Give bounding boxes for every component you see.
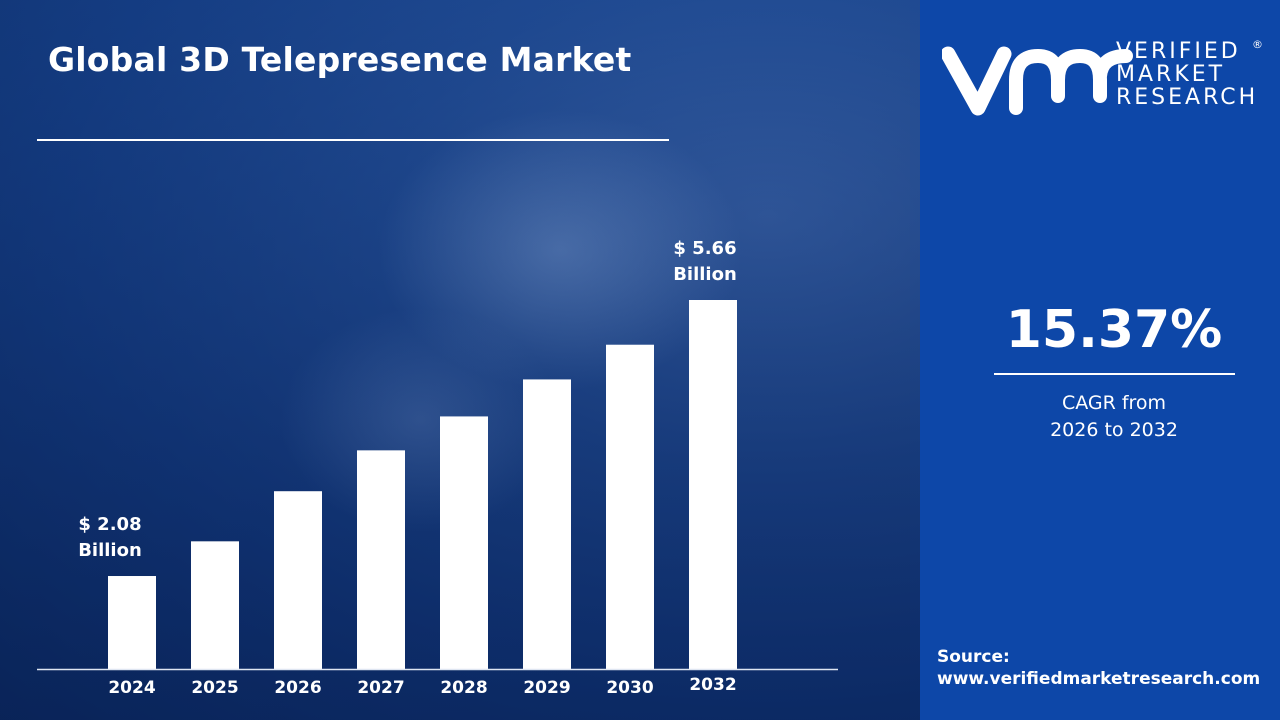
- bar-2026: [274, 491, 322, 669]
- x-tick-label: 2030: [606, 678, 653, 698]
- vmr-logo-icon: [942, 46, 1133, 116]
- bar-2029: [523, 379, 571, 669]
- data-label: Billion: [78, 540, 142, 561]
- data-label: Billion: [673, 264, 737, 285]
- x-tick-label: 2032: [689, 675, 736, 695]
- chart-title: Global 3D Telepresence Market: [48, 40, 632, 79]
- bar-2030: [606, 344, 654, 669]
- bar-2025: [191, 541, 239, 669]
- data-label: $ 5.66: [673, 238, 736, 259]
- cagr-divider: [994, 373, 1235, 375]
- source: Source: www.verifiedmarketresearch.com: [937, 646, 1260, 690]
- bar-2024: [108, 576, 156, 669]
- x-tick-label: 2029: [523, 678, 570, 698]
- bar-chart: 2024 2025 2026 2027 2028 2029 2030 2032 $ 2.08 B…: [37, 238, 838, 698]
- bar-2027: [357, 450, 405, 669]
- brand-line-research: RESEARCH: [1116, 85, 1259, 110]
- cagr-label: CAGR from 2026 to 2032: [994, 390, 1234, 444]
- cagr-label-line1: CAGR from: [1061, 392, 1167, 414]
- source-url[interactable]: www.verifiedmarketresearch.com: [937, 669, 1261, 689]
- x-tick-label: 2027: [357, 678, 404, 698]
- source-label: Source:: [937, 647, 1010, 667]
- data-label: $ 2.08: [78, 514, 141, 535]
- x-tick-label: 2024: [108, 678, 155, 698]
- right-panel: [920, 0, 1280, 720]
- brand-line-market: MARKET: [1116, 62, 1226, 87]
- cagr-value: 15.37%: [1005, 300, 1223, 360]
- x-tick-label: 2026: [274, 678, 321, 698]
- brand-line-verified: VERIFIED: [1116, 39, 1241, 64]
- x-tick-label: 2025: [191, 678, 238, 698]
- cagr-label-line2: 2026 to 2032: [1050, 419, 1178, 441]
- title-divider: [37, 139, 669, 141]
- bar-2028: [440, 416, 488, 669]
- registered-mark: ®: [1252, 38, 1263, 51]
- bar-2032: [689, 299, 737, 669]
- brand-wordmark: VERIFIED MARKET RESEARCH: [1116, 40, 1258, 109]
- x-tick-label: 2028: [440, 678, 487, 698]
